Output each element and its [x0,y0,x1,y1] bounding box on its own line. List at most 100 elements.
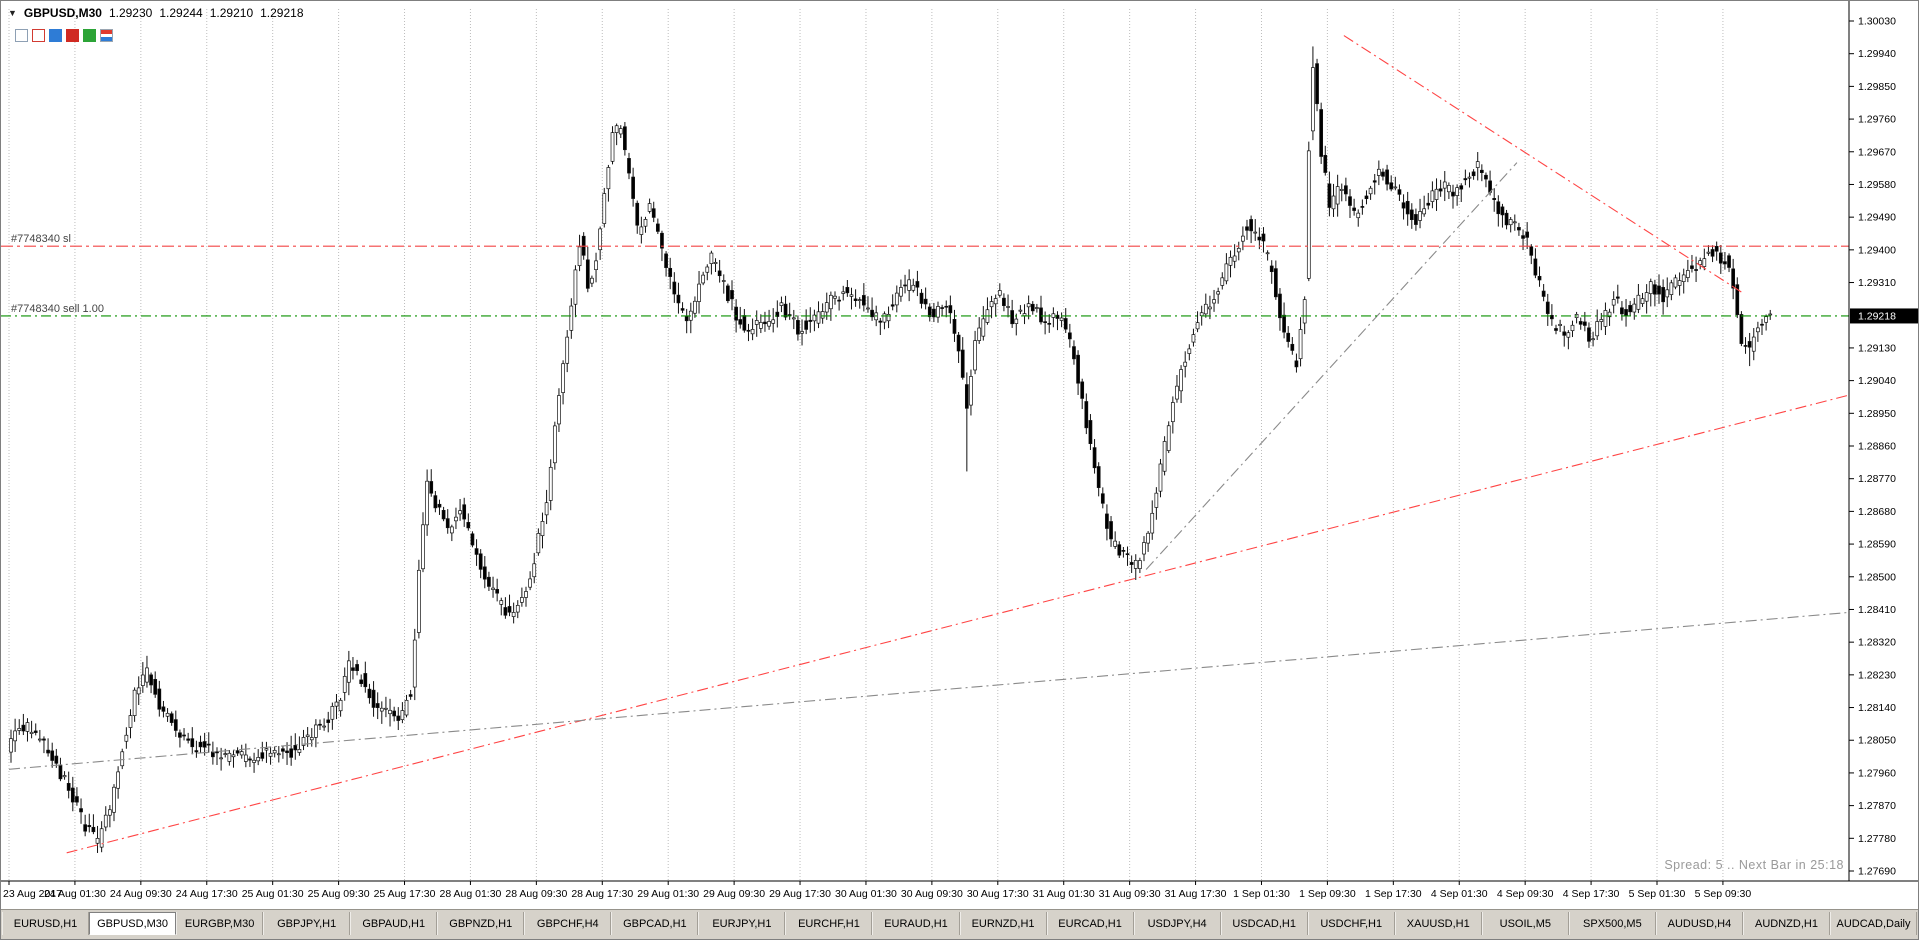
chart-tab-gbpaud[interactable]: GBPAUD,H1 [350,912,438,935]
price-tick-label: 1.28950 [1858,408,1896,420]
time-tick-label: 29 Aug 01:30 [637,888,699,900]
price-chart[interactable]: #7748340 sl #7748340 sell 1.00 Spread: 5 .… [1,1,1919,909]
price-tick-label: 1.28050 [1858,735,1896,747]
time-tick-label: 29 Aug 17:30 [769,888,831,900]
rising-steep-gray[interactable] [1145,162,1518,570]
chart-tab-eurchf[interactable]: EURCHF,H1 [785,912,873,935]
chart-tab-gbpjpy[interactable]: GBPJPY,H1 [263,912,351,935]
price-tick-label: 1.28230 [1858,669,1896,681]
ohlc-low: 1.29210 [209,6,254,20]
time-tick-label: 30 Aug 09:30 [901,888,963,900]
flag-stripe [101,37,112,41]
time-tick-label: 28 Aug 09:30 [505,888,567,900]
time-tick-label: 4 Sep 09:30 [1497,888,1554,900]
current-price-label: 1.29218 [1858,310,1896,322]
price-tick-label: 1.28410 [1858,604,1896,616]
price-tick-label: 1.28140 [1858,702,1896,714]
price-tick-label: 1.29760 [1858,114,1896,126]
chart-tab-audnzd[interactable]: AUDNZD,H1 [1742,912,1830,935]
time-tick-label: 1 Sep 01:30 [1233,888,1290,900]
ohlc-open: 1.29230 [108,6,153,20]
swatch-flag[interactable] [100,29,113,42]
price-tick-label: 1.29310 [1858,277,1896,289]
swatch-white[interactable] [15,29,28,42]
price-tick-label: 1.27960 [1858,767,1896,779]
sell-position-line-label: #7748340 sell 1.00 [11,303,104,315]
time-tick-label: 5 Sep 01:30 [1629,888,1686,900]
time-tick-label: 31 Aug 17:30 [1165,888,1227,900]
flag-stripe [101,33,112,38]
swatch-green[interactable] [83,29,96,42]
price-tick-label: 1.28590 [1858,539,1896,551]
time-tick-label: 28 Aug 17:30 [571,888,633,900]
price-axis[interactable]: 1.30030 1.29940 1.29850 1.29760 1.29670 1.295… [1849,16,1896,878]
price-tick-label: 1.28860 [1858,441,1896,453]
chart-tab-gbpchf[interactable]: GBPCHF,H4 [524,912,612,935]
time-tick-label: 23 Aug 2017 [3,888,62,900]
time-tick-label: 25 Aug 01:30 [242,888,304,900]
price-tick-label: 1.29580 [1858,179,1896,191]
chart-tab-gbpcad[interactable]: GBPCAD,H1 [611,912,699,935]
stop-loss-line-label: #7748340 sl [11,233,71,245]
chart-tab-audusd[interactable]: AUDUSD,H4 [1655,912,1743,935]
time-tick-label: 24 Aug 01:30 [44,888,106,900]
spread-nextbar-status: Spread: 5 .. Next Bar in 25:18 [1664,858,1844,872]
swatch-red[interactable] [66,29,79,42]
flag-stripe [101,30,112,34]
chart-tab-gbpusd[interactable]: GBPUSD,M30 [89,912,177,935]
price-tick-label: 1.29490 [1858,212,1896,224]
swatch-red-outline[interactable] [32,29,45,42]
time-tick-label: 31 Aug 09:30 [1099,888,1161,900]
chart-tab-eurusd[interactable]: EURUSD,H1 [2,912,90,935]
time-tick-label: 5 Sep 09:30 [1695,888,1752,900]
price-tick-label: 1.28770 [1858,473,1896,485]
rising-support-red[interactable] [66,392,1863,854]
price-tick-label: 1.28500 [1858,571,1896,583]
ohlc-high: 1.29244 [159,6,203,20]
price-tick-label: 1.30030 [1858,16,1896,28]
time-tick-label: 25 Aug 09:30 [308,888,370,900]
candles-layer [9,46,1773,853]
chart-tab-audcad[interactable]: AUDCAD,Daily [1829,912,1918,935]
chart-tab-euraud[interactable]: EURAUD,H1 [872,912,960,935]
chart-tab-eurgbp[interactable]: EURGBP,M30 [176,912,264,935]
price-tick-label: 1.29940 [1858,48,1896,60]
chart-tab-gbpnzd[interactable]: GBPNZD,H1 [437,912,525,935]
time-tick-label: 24 Aug 17:30 [176,888,238,900]
price-tick-label: 1.29670 [1858,146,1896,158]
price-tick-label: 1.29130 [1858,342,1896,354]
order-lines[interactable]: #7748340 sl #7748340 sell 1.00 [1,233,1849,317]
time-tick-label: 30 Aug 01:30 [835,888,897,900]
time-tick-label: 4 Sep 17:30 [1563,888,1620,900]
price-axis-background [1850,1,1918,881]
chart-tab-eurcad[interactable]: EURCAD,H1 [1046,912,1134,935]
price-tick-label: 1.27870 [1858,800,1896,812]
chart-tab-usoil[interactable]: USOIL,M5 [1481,912,1569,935]
trend-lines[interactable] [8,35,1884,854]
chart-tab-xauusd[interactable]: XAUUSD,H1 [1394,912,1482,935]
chart-tab-eurnzd[interactable]: EURNZD,H1 [959,912,1047,935]
price-tick-label: 1.28680 [1858,506,1896,518]
price-tick-label: 1.29850 [1858,81,1896,93]
chart-tab-usdjpy[interactable]: USDJPY,H4 [1133,912,1221,935]
symbol-dropdown-icon[interactable]: ▼ [8,8,17,18]
chart-tab-eurjpy[interactable]: EURJPY,H1 [698,912,786,935]
price-tick-label: 1.28320 [1858,637,1896,649]
symbol-name: GBPUSD,M30 [23,6,102,20]
grid-lines [8,9,1724,881]
falling-resistance-red[interactable] [1343,35,1744,294]
time-tick-label: 31 Aug 01:30 [1033,888,1095,900]
time-tick-label: 4 Sep 01:30 [1431,888,1488,900]
swatch-blue[interactable] [49,29,62,42]
chart-tab-usdcad[interactable]: USDCAD,H1 [1220,912,1308,935]
plot-area[interactable]: #7748340 sl #7748340 sell 1.00 [1,9,1884,881]
time-tick-label: 1 Sep 17:30 [1365,888,1422,900]
chart-tab-spx500[interactable]: SPX500,M5 [1568,912,1656,935]
current-price-box [1850,308,1918,324]
time-tick-label: 29 Aug 09:30 [703,888,765,900]
price-tick-label: 1.29040 [1858,375,1896,387]
rising-shallow-gray[interactable] [8,609,1884,770]
chart-tab-usdchf[interactable]: USDCHF,H1 [1307,912,1395,935]
